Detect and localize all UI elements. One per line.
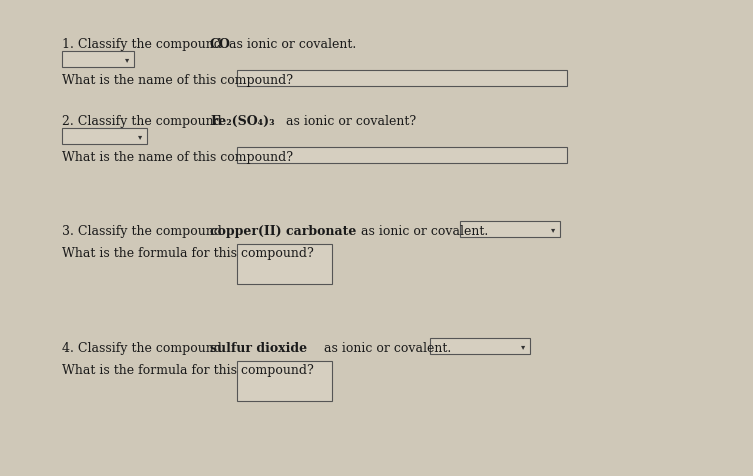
Text: What is the formula for this compound?: What is the formula for this compound? (62, 363, 314, 376)
Text: as ionic or covalent?: as ionic or covalent? (282, 115, 416, 128)
FancyBboxPatch shape (460, 221, 560, 238)
Text: as ionic or covalent.: as ionic or covalent. (225, 38, 356, 51)
FancyBboxPatch shape (237, 148, 567, 164)
Text: ▾: ▾ (550, 225, 555, 234)
Text: What is the name of this compound?: What is the name of this compound? (62, 151, 293, 164)
Text: sulfur dioxide: sulfur dioxide (210, 341, 307, 354)
FancyBboxPatch shape (237, 71, 567, 87)
Text: copper(II) carbonate: copper(II) carbonate (210, 225, 356, 238)
Text: ▾: ▾ (521, 342, 525, 351)
FancyBboxPatch shape (62, 52, 134, 68)
Text: What is the name of this compound?: What is the name of this compound? (62, 74, 293, 87)
Text: as ionic or covalent.: as ionic or covalent. (320, 341, 451, 354)
Text: ▾: ▾ (138, 132, 142, 141)
Text: as ionic or covalent.: as ionic or covalent. (357, 225, 488, 238)
FancyBboxPatch shape (237, 245, 332, 284)
FancyBboxPatch shape (62, 129, 147, 145)
Text: ▾: ▾ (125, 55, 129, 64)
FancyBboxPatch shape (237, 361, 332, 401)
Text: CO: CO (210, 38, 231, 51)
Text: 1. Classify the compound: 1. Classify the compound (62, 38, 226, 51)
Text: 2. Classify the compound: 2. Classify the compound (62, 115, 226, 128)
FancyBboxPatch shape (430, 338, 530, 354)
Text: 4. Classify the compound: 4. Classify the compound (62, 341, 226, 354)
Text: Fe₂(SO₄)₃: Fe₂(SO₄)₃ (210, 115, 275, 128)
Text: What is the formula for this compound?: What is the formula for this compound? (62, 247, 314, 259)
Text: 3. Classify the compound: 3. Classify the compound (62, 225, 226, 238)
